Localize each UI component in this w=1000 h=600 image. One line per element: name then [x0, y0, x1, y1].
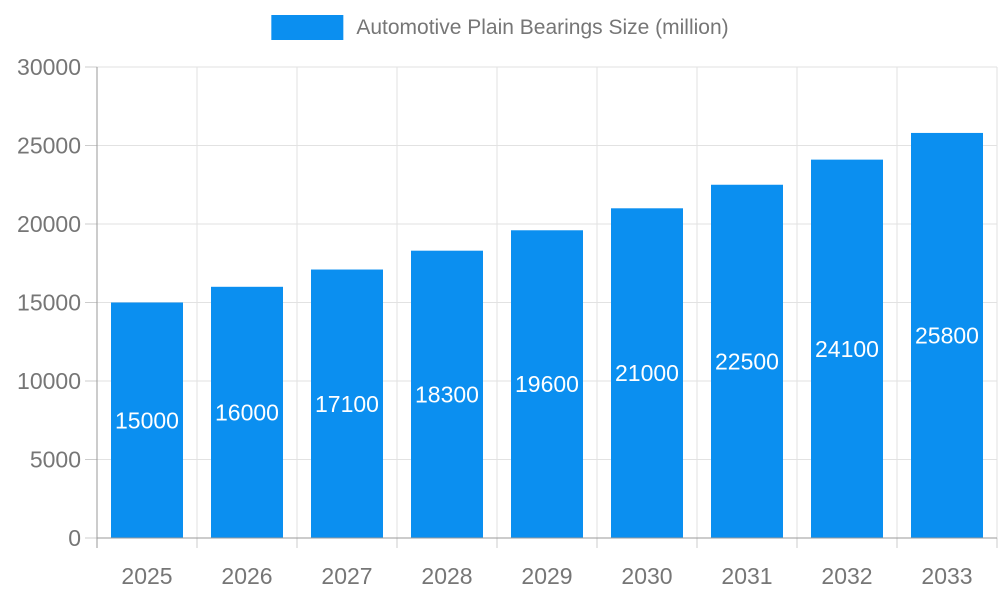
- legend-swatch: [271, 15, 344, 40]
- bar-value-label: 15000: [115, 407, 179, 433]
- bar-2032[interactable]: [811, 159, 883, 538]
- chart-legend[interactable]: Automotive Plain Bearings Size (million): [271, 15, 729, 40]
- bar-value-label: 25800: [915, 322, 979, 348]
- x-axis-label: 2033: [921, 563, 972, 589]
- y-axis-label: 25000: [17, 133, 81, 159]
- bar-2026[interactable]: [211, 286, 283, 538]
- x-axis-label: 2032: [821, 563, 872, 589]
- y-axis-label: 30000: [17, 54, 81, 80]
- bar-value-label: 24100: [815, 336, 879, 362]
- x-axis-label: 2027: [321, 563, 372, 589]
- x-axis-label: 2029: [521, 563, 572, 589]
- bar-value-label: 16000: [215, 399, 279, 425]
- y-axis-label: 10000: [17, 368, 81, 394]
- x-axis-label: 2030: [621, 563, 672, 589]
- bar-value-label: 22500: [715, 348, 779, 374]
- bar-2027[interactable]: [311, 269, 383, 538]
- bar-value-label: 21000: [615, 360, 679, 386]
- bar-2030[interactable]: [611, 208, 683, 539]
- bar-value-label: 17100: [315, 391, 379, 417]
- y-axis-label: 20000: [17, 211, 81, 237]
- bar-2029[interactable]: [511, 230, 583, 538]
- x-axis-label: 2028: [421, 563, 472, 589]
- bar-2025[interactable]: [111, 302, 183, 539]
- bar-value-label: 18300: [415, 381, 479, 407]
- legend-title: Automotive Plain Bearings Size (million): [356, 15, 729, 39]
- y-axis-label: 0: [68, 525, 81, 551]
- bar-value-label: 19600: [515, 371, 579, 397]
- x-axis-label: 2031: [721, 563, 772, 589]
- x-axis-label: 2026: [221, 563, 272, 589]
- y-axis-label: 15000: [17, 290, 81, 316]
- bar-2031[interactable]: [711, 184, 783, 538]
- x-axis-label: 2025: [121, 563, 172, 589]
- bar-2033[interactable]: [911, 132, 983, 538]
- y-axis-label: 5000: [30, 447, 81, 473]
- bar-2028[interactable]: [411, 250, 483, 538]
